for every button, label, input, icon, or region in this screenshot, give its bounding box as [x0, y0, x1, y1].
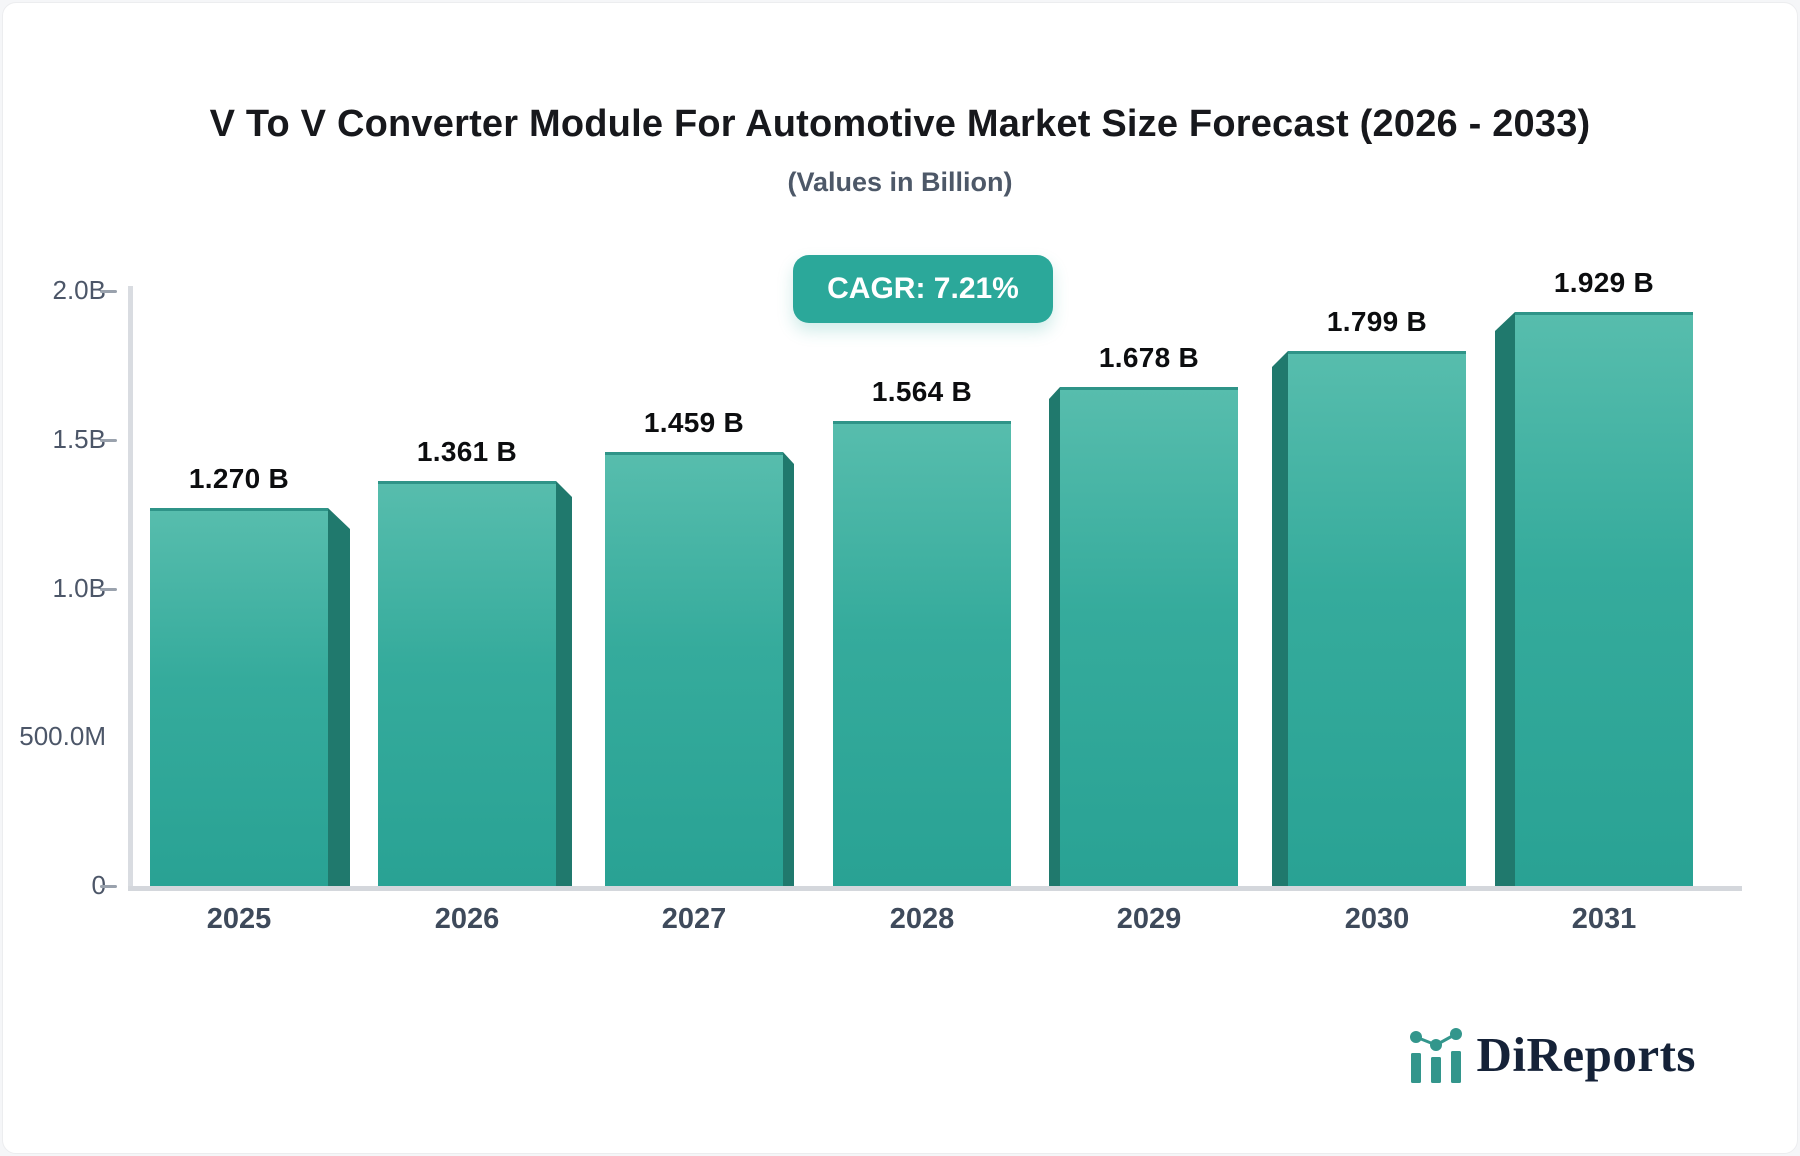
brand-logo-icon	[1410, 1027, 1463, 1083]
bar-value-label-2031: 1.929 B	[1553, 267, 1655, 298]
bar-2027	[605, 452, 783, 886]
brand-logo: DiReports	[1408, 1026, 1696, 1083]
x-axis-label-2031: 2031	[1571, 903, 1637, 935]
y-tick-label: 1.0B	[52, 573, 107, 603]
chart-subtitle: (Values in Billion)	[787, 167, 1013, 197]
x-axis-label-2027: 2027	[661, 903, 727, 935]
bar-value-label-2030: 1.799 B	[1326, 306, 1428, 337]
bar-2030	[1288, 351, 1466, 886]
bar-value-label-2026: 1.361 B	[416, 436, 518, 467]
bar-2029	[1060, 387, 1238, 886]
x-axis-label-2030: 2030	[1344, 903, 1410, 935]
bar-side-2029	[1049, 387, 1060, 886]
y-tick-label: 1.5B	[52, 424, 107, 454]
bar-value-label-2027: 1.459 B	[643, 407, 745, 438]
y-tick-label: 0	[91, 870, 106, 900]
bar-2028	[833, 421, 1011, 886]
cagr-badge-label: CAGR: 7.21%	[827, 272, 1019, 305]
cagr-badge: CAGR: 7.21%	[793, 255, 1053, 323]
bar-value-label-2028: 1.564 B	[871, 376, 973, 407]
y-tick-label: 2.0B	[52, 275, 107, 305]
bar-value-label-2029: 1.678 B	[1098, 342, 1200, 373]
y-tick-dash	[100, 588, 117, 591]
x-axis-line	[128, 886, 1742, 891]
bar-side-2027	[783, 452, 794, 886]
y-tick-dash	[100, 885, 117, 888]
bar-2026	[378, 481, 556, 886]
y-tick-label: 500.0M	[19, 721, 106, 751]
chart-title: V To V Converter Module For Automotive M…	[209, 103, 1591, 145]
y-tick-dash	[100, 290, 117, 293]
y-axis-line	[128, 286, 133, 890]
x-axis-label-2028: 2028	[889, 903, 955, 935]
x-axis-label-2029: 2029	[1116, 903, 1182, 935]
bar-side-2031	[1495, 312, 1515, 886]
bar-value-label-2025: 1.270 B	[188, 463, 290, 494]
bar-2025	[150, 508, 328, 886]
bar-side-2026	[556, 481, 572, 886]
bar-2031	[1515, 312, 1693, 886]
brand-name: DiReports	[1476, 1027, 1696, 1082]
x-axis-label-2026: 2026	[434, 903, 500, 935]
bar-side-2025	[328, 508, 350, 886]
y-tick-dash	[100, 439, 117, 442]
bar-side-2030	[1272, 351, 1288, 886]
x-axis-label-2025: 2025	[206, 903, 272, 935]
